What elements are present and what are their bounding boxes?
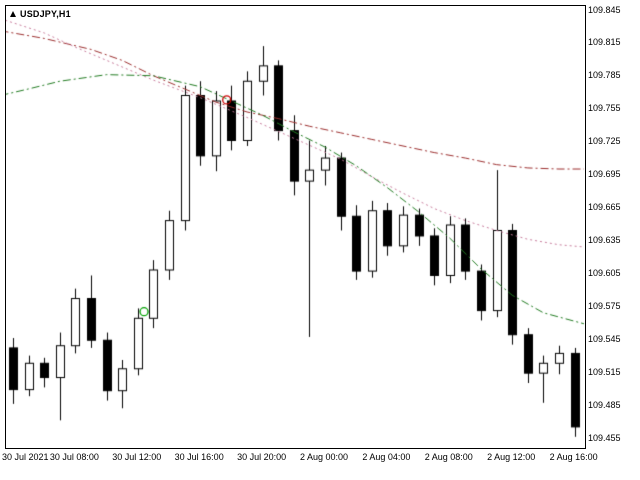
price-tick-label: 109.815 — [588, 37, 621, 48]
price-tick-label: 109.695 — [588, 169, 621, 180]
price-tick-label: 109.785 — [588, 70, 621, 81]
chart-symbol-icon — [10, 11, 16, 17]
time-tick-label: 2 Aug 00:00 — [299, 452, 349, 462]
time-tick-label: 2 Aug 12:00 — [487, 452, 536, 462]
price-tick-label: 109.455 — [588, 432, 621, 443]
time-tick-label: 2 Aug 04:00 — [362, 452, 411, 462]
price-tick-label: 109.575 — [588, 300, 621, 311]
price-tick-label: 109.545 — [588, 333, 621, 344]
time-axis[interactable]: 30 Jul 2021 30 Jul 08:00 30 Jul 12:00 30 Ju… — [0, 450, 640, 468]
time-tick-label: 30 Jul 2021 — [2, 452, 49, 462]
price-axis[interactable]: 109.845 109.815 109.785 109.755 109.725 109.6… — [586, 0, 640, 470]
time-tick-label: 2 Aug 16:00 — [549, 452, 598, 462]
price-tick-label: 109.755 — [588, 103, 621, 114]
price-tick-label: 109.635 — [588, 234, 621, 245]
time-tick-label: 30 Jul 12:00 — [112, 452, 162, 462]
time-tick-label: 30 Jul 20:00 — [237, 452, 287, 462]
price-tick-label: 109.845 — [588, 4, 621, 15]
price-tick-label: 109.515 — [588, 366, 621, 377]
time-tick-label: 30 Jul 16:00 — [174, 452, 224, 462]
candlestick-chart-canvas[interactable] — [6, 6, 585, 448]
price-tick-label: 109.485 — [588, 399, 621, 410]
time-tick-label: 2 Aug 08:00 — [424, 452, 473, 462]
price-tick-label: 109.725 — [588, 136, 621, 147]
symbol-timeframe-label: USDJPY,H1 — [10, 9, 71, 19]
chart-area: USDJPY,H1 — [5, 5, 586, 449]
symbol-text: USDJPY,H1 — [20, 9, 71, 19]
time-tick-label: 30 Jul 08:00 — [49, 452, 99, 462]
price-tick-label: 109.605 — [588, 267, 621, 278]
price-tick-label: 109.665 — [588, 202, 621, 213]
